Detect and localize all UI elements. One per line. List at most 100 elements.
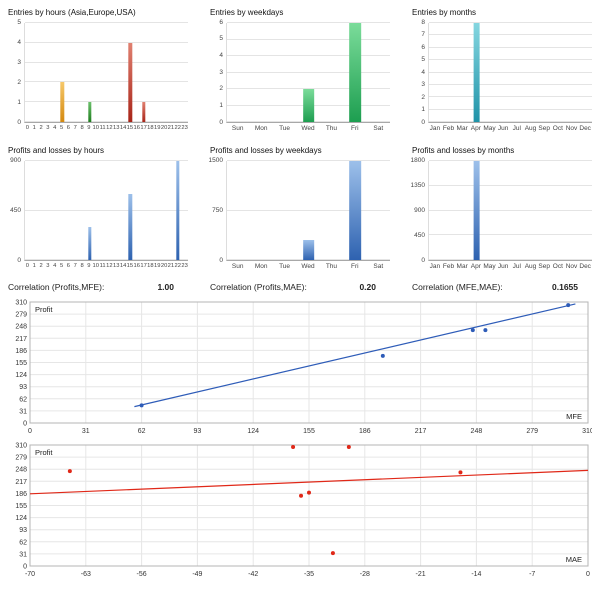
x-tick-label: 0 [28,428,32,435]
data-point [139,403,144,408]
x-axis: Jan Feb Mar Apr May Jun Jul Aug Sep Oct Nov Dec [428,123,592,134]
gridline [227,71,390,73]
chart-title: Profits and losses by months [412,146,515,155]
chart-body-entries-by-weekdays: 0 1 2 3 4 5 6 Sun Mon Tue Wed Thu Fri Sat [210,19,390,134]
x-tick-label: 217 [415,428,427,435]
x-tick-label: 1 [32,263,36,269]
y-tick-label: 4 [421,68,425,76]
x-tick-label: 155 [303,428,315,435]
x-axis: Sun Mon Tue Wed Thu Fri Sat [226,123,390,134]
y-tick-label: 3 [17,58,21,66]
x-tick-label: Sat [373,263,384,270]
gridline [227,160,390,161]
gridline [25,259,188,260]
bar-17 [142,102,146,122]
y-tick-label: 310 [15,300,27,307]
x-tick-label: 19 [154,263,161,269]
x-tick-label: 7 [73,125,77,131]
y-tick-label: 93 [19,384,27,391]
gridline [429,121,592,122]
x-tick-label: 18 [147,263,154,269]
x-tick-label: 11 [99,125,106,131]
gridline [429,83,592,85]
correlation-value: 1.00 [157,282,174,292]
bar-15 [128,42,132,122]
x-tick-label: 16 [133,263,140,269]
x-tick-label: Sun [231,125,244,132]
y-tick-label: 5 [219,35,223,43]
x-tick-label: Mar [456,263,468,270]
x-tick-label: 6 [66,125,71,131]
x-tick-label: Wed [301,125,315,132]
chart-pl-by-hours: Profits and losses by hours 0 450 900 0 1 2 3 4… [8,144,188,272]
y-tick-label: 155 [15,360,27,367]
y-tick-label: 93 [19,527,27,534]
x-tick-label: 31 [82,428,90,435]
gridline [429,71,592,73]
y-tick-label: 248 [15,467,27,474]
gridline [227,55,390,57]
x-tick-label: 13 [113,263,120,269]
bar-Apr [473,23,480,122]
plot-border [29,444,589,567]
chart-title: Profits and losses by weekdays [210,146,322,155]
gridline [429,108,592,110]
y-tick-label: 186 [15,348,27,355]
chart-body-pl-by-months: 0 450 900 1350 1800 Jan Feb Mar Apr May Jun Jul Aug S… [411,157,592,272]
x-tick-label: 5 [59,263,64,269]
gridline [25,22,188,23]
x-axis: 0 1 2 3 4 5 6 7 8 9 10 11 12 13 14 15 16 17 18 19 20 21 22 23 [24,261,188,272]
y-tick-label: 450 [414,231,425,239]
correlation-profits-mfe: Correlation (Profits,MFE): 1.00 [8,282,188,292]
gridline [25,209,188,211]
y-tick-label: 3 [421,81,425,88]
gridline [227,38,390,40]
x-tick-label: 6 [66,263,71,269]
data-point [458,470,463,475]
x-tick-label: 0 [25,125,30,131]
x-tick-label: -7 [529,571,535,578]
bar-Wed [302,89,315,122]
y-tick-label: 7 [421,31,425,38]
y-tick-label: 62 [19,539,27,546]
correlation-mfe-mae: Correlation (MFE,MAE): 0.1655 [412,282,592,292]
x-tick-label: 15 [126,125,134,131]
plot-border [29,301,589,424]
chart-body-entries-by-months: 0 1 2 3 4 5 6 7 8 Jan Feb Mar Apr May Jun Jul Aug Sep Oct N… [412,19,592,134]
x-tick-label: 8 [80,125,84,131]
x-tick-label: 1 [32,125,36,131]
y-tick-label: 2 [219,85,223,93]
x-tick-label: Jan [429,263,441,270]
plot-area [24,22,188,123]
profit-vs-mae-plot: -70 -63 -56 -49 -42 -35 -28 -21 -14 -7 00316293124… [15,443,590,579]
x-tick-label: Mon [254,125,268,132]
data-point [330,551,335,556]
x-axis: Sun Mon Tue Wed Thu Fri Sat [226,261,390,272]
y-tick-label: 279 [15,312,27,319]
x-tick-label: -70 [25,571,35,578]
chart-entries-by-weekdays: Entries by weekdays 0 1 2 3 4 5 6 Sun Mon Tue Wed T… [210,6,390,134]
chart-body-entries-by-hours: 0 1 2 3 4 5 0 1 2 3 4 5 6 7 8 9 10 11 12 13 14 15 16 17 18 19 20 21… [8,19,188,134]
gridline [429,59,592,61]
x-tick-label: 12 [106,125,113,131]
y-tick-label: 1 [421,106,425,113]
x-tick-label: 23 [181,125,188,131]
correlation-value: 0.1655 [552,282,578,292]
chart-title: Entries by weekdays [210,8,284,17]
x-tick-label: -49 [192,571,202,578]
y-tick-label: 0 [23,421,27,428]
x-tick-label: 17 [140,263,147,269]
x-tick-label: Apr [470,125,481,132]
x-axis: 0 1 2 3 4 5 6 7 8 9 10 11 12 13 14 15 16 17 18 19 20 21 22 23 [24,123,188,134]
y-tick-label: 0 [421,118,425,126]
x-tick-label: -21 [416,571,426,578]
x-tick-label: Fri [351,263,359,270]
y-tick-label: 0 [23,564,27,571]
x-tick-label: Apr [470,263,481,270]
x-tick-label: Jun [497,263,509,270]
y-tick-label: 1 [219,101,223,109]
plot-area [24,160,188,261]
x-tick-label: -28 [360,571,370,578]
